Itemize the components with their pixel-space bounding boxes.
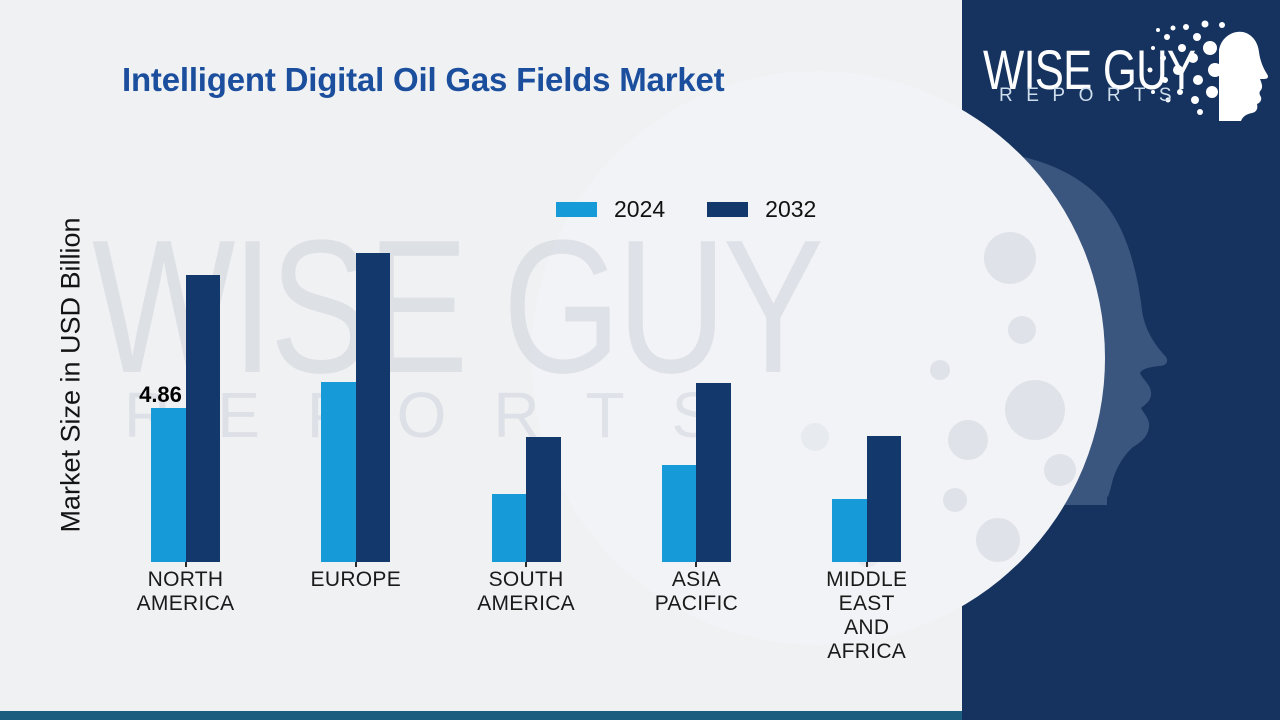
bar-2024-2 <box>321 381 356 562</box>
axis-tick <box>525 562 528 567</box>
bar-2032-3 <box>526 437 561 562</box>
logo-reports-text: REPORTS <box>999 85 1186 106</box>
teal-strip <box>0 711 962 720</box>
legend-label-2024: 2024 <box>614 196 666 222</box>
bar-2032-4 <box>696 382 731 562</box>
category-label: NORTH AMERICA <box>136 568 235 615</box>
dotted-face-icon <box>1147 20 1268 122</box>
logo-wordmark: WISE GUY <box>983 38 1196 101</box>
legend-swatch-2032 <box>707 202 749 217</box>
category-label: SOUTH AMERICA <box>477 568 575 615</box>
bar-2024-5 <box>832 498 867 562</box>
bar-2024-4 <box>661 464 697 562</box>
bar-2032-1 <box>185 274 220 562</box>
legend-label-2032: 2032 <box>765 196 817 222</box>
legend-item-2032: 2032 <box>707 196 816 223</box>
category-label: MIDDLE EAST AND AFRICA <box>826 568 908 663</box>
moon-craters <box>801 232 1076 567</box>
chart-legend: 2024 2032 <box>556 196 816 223</box>
axis-tick <box>695 562 698 567</box>
axis-tick <box>184 562 187 567</box>
bar-2032-5 <box>866 435 902 562</box>
bar-2032-2 <box>355 252 391 562</box>
page-title: Intelligent Digital Oil Gas Fields Marke… <box>122 61 725 99</box>
watermark-reports: REPORTS <box>124 379 762 451</box>
category-label: ASIA PACIFIC <box>654 568 739 615</box>
axis-tick <box>865 562 868 567</box>
axis-tick <box>354 562 357 567</box>
bar-value-label: 4.86 <box>139 381 182 407</box>
bar-2024-1 <box>151 407 186 562</box>
category-label: EUROPE <box>310 568 402 591</box>
legend-swatch-2024 <box>556 202 597 217</box>
y-axis-label: Market Size in USD Billion <box>55 217 86 533</box>
legend-item-2024: 2024 <box>556 196 665 223</box>
bar-2024-3 <box>491 493 527 562</box>
